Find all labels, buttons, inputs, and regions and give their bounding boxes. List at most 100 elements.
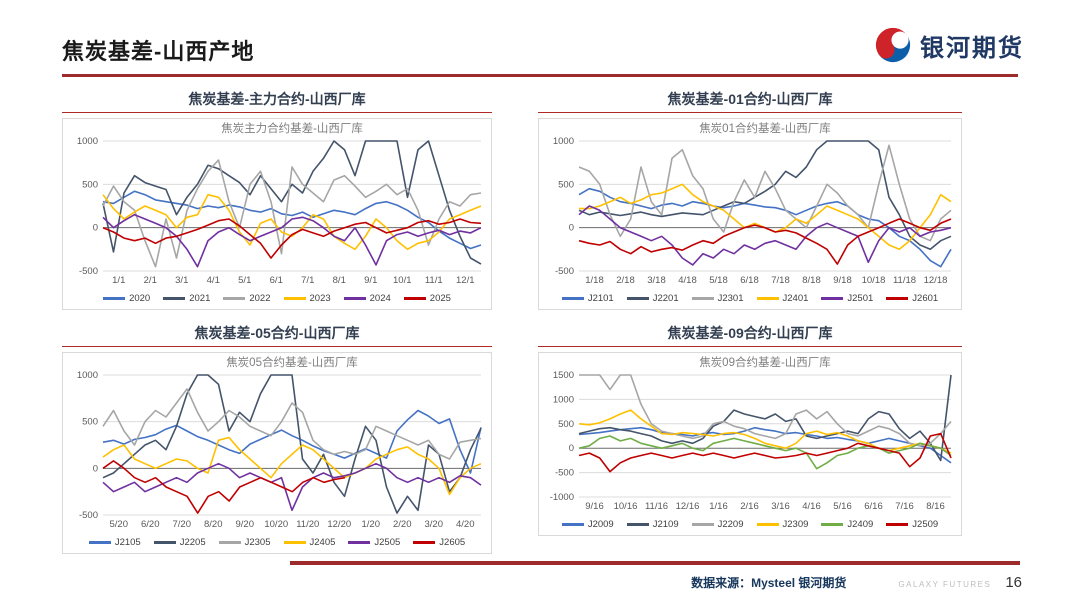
legend-label: J2505 [374, 536, 401, 548]
legend-J2401: J2401 [756, 293, 808, 304]
legend-label: J2509 [912, 518, 939, 530]
panel-title: 焦炭基差-主力合约-山西厂库 [188, 91, 366, 107]
y-tick-label: 1000 [77, 136, 98, 147]
legend-swatch [626, 296, 649, 300]
legend-label: 2020 [129, 292, 151, 304]
legend-label: J2501 [847, 292, 874, 304]
chart-box-main-contract: 焦炭主力合约基差-山西厂库 1000 500 0 -500 1/1 2/1 3/1 4/1 5/1… [62, 118, 492, 310]
chart-box-05-contract: 焦炭05合约基差-山西厂库 1000 500 0 -500 5/20 6/20 7/20 8/2… [62, 352, 492, 554]
legend-label: J2201 [652, 292, 679, 304]
y-tick-label: 500 [82, 179, 98, 190]
x-tick-label: 11/1 [425, 275, 443, 286]
legend-label: J2301 [717, 292, 744, 304]
legend-J2201: J2201 [626, 292, 679, 304]
legend-swatch [223, 296, 246, 300]
chart-inner-title: 焦炭09合约基差-山西厂库 [699, 355, 831, 369]
series-J2301 [578, 144, 952, 242]
series-J2601 [578, 218, 952, 265]
legend-J2405: J2405 [283, 537, 335, 548]
legend-label: J2101 [587, 292, 614, 304]
chart-canvas: 焦炭05合约基差-山西厂库 1000 500 0 -500 5/20 6/20 7/20 8/2… [77, 355, 482, 530]
x-tick-label: 3/1 [175, 275, 188, 286]
series-J2009 [578, 426, 952, 464]
legend-label: J2009 [587, 518, 614, 530]
y-tick-label: 500 [558, 419, 574, 430]
y-tick-label: 0 [93, 463, 98, 474]
series-2020 [102, 190, 482, 250]
legend-J2105: J2105 [88, 537, 141, 548]
chart-canvas: 焦炭主力合约基差-山西厂库 1000 500 0 -500 1/1 2/1 3/1 4/1 5/1… [77, 121, 482, 286]
panel-title-rule [62, 112, 492, 113]
chart-inner-title: 焦炭05合约基差-山西厂库 [226, 355, 358, 369]
data-source-text: 数据来源：Mysteel 银河期货 [691, 576, 847, 590]
x-tick-label: 10/1 [393, 275, 412, 286]
legend-J2505: J2505 [348, 537, 400, 548]
legend-swatch [413, 540, 436, 544]
legend-2023: 2023 [283, 292, 331, 304]
legend-J2601: J2601 [886, 293, 938, 304]
legend-J2109: J2109 [626, 518, 679, 530]
x-tick-label: 4/18 [678, 275, 697, 286]
x-tick-label: 5/20 [110, 519, 129, 530]
legend-swatch [283, 540, 306, 544]
x-tick-label: 7/16 [895, 501, 914, 512]
legend-label: J2309 [782, 518, 809, 530]
legend-J2101: J2101 [561, 292, 614, 304]
legend-label: 2023 [309, 292, 331, 304]
x-tick-label: 2/16 [740, 501, 759, 512]
legend-swatch [626, 522, 649, 526]
series-J2509 [578, 432, 952, 473]
legend-swatch [403, 296, 426, 300]
x-tick-label: 12/16 [676, 501, 700, 512]
legend-swatch [218, 540, 241, 544]
legend-label: J2605 [439, 536, 466, 548]
legend-label: 2022 [249, 292, 271, 304]
x-tick-label: 12/18 [924, 275, 948, 286]
series-J2401 [579, 183, 952, 251]
x-tick-label: 1/1 [112, 275, 125, 286]
series-J2405 [102, 436, 482, 496]
legend-label: J2305 [244, 536, 271, 548]
series-2024 [102, 213, 482, 268]
brand-text: GALAXY FUTURES [898, 580, 992, 589]
x-tick-label: 7/20 [173, 519, 192, 530]
legend-swatch [561, 522, 584, 526]
legend-J2605: J2605 [413, 537, 465, 548]
legend-swatch [561, 296, 584, 300]
x-tick-label: 5/18 [709, 275, 728, 286]
legend-swatch [691, 296, 714, 300]
x-tick-label: 3/18 [647, 275, 666, 286]
legend-2022: 2022 [223, 292, 271, 304]
y-tick-label: 1000 [553, 136, 574, 147]
panel-title: 焦炭基差-05合约-山西厂库 [194, 325, 360, 341]
x-tick-label: 12/1 [456, 275, 475, 286]
x-tick-label: 1/20 [362, 519, 381, 530]
page-title: 焦炭基差-山西产地 [62, 39, 255, 64]
legend-swatch [88, 540, 111, 544]
x-tick-label: 2/20 [393, 519, 412, 530]
chart-legend: 2020 2021 2022 2023 2024 2025 [63, 287, 491, 309]
x-tick-label: 11/16 [645, 501, 668, 512]
legend-J2209: J2209 [691, 519, 744, 530]
legend-label: 2021 [189, 292, 211, 304]
footer-rule [290, 561, 1020, 565]
series-J2409 [578, 435, 952, 470]
chart-canvas: 焦炭09合约基差-山西厂库 1500 1000 500 0 -500 -1000 9/16 10… [550, 355, 952, 512]
x-tick-label: 2/18 [616, 275, 635, 286]
legend-J2205: J2205 [153, 537, 206, 548]
y-tick-label: 500 [558, 179, 574, 190]
legend-2021: 2021 [163, 293, 210, 304]
x-tick-label: 1/16 [709, 501, 728, 512]
page-number: 16 [1005, 574, 1022, 591]
chart-legend: J2105 J2205 J2305 J2405 J2505 J2605 [63, 531, 491, 553]
x-tick-label: 2/1 [144, 275, 157, 286]
x-tick-label: 5/16 [833, 501, 852, 512]
legend-swatch [283, 296, 306, 300]
legend-label: J2109 [652, 518, 679, 530]
chart-canvas: 焦炭01合约基差-山西厂库 1000 500 0 -500 1/18 2/18 3/18 4/1… [553, 121, 952, 286]
legend-swatch [821, 296, 844, 300]
series-J2605 [102, 460, 346, 514]
y-tick-label: -500 [79, 266, 98, 277]
series-2021 [102, 140, 482, 265]
